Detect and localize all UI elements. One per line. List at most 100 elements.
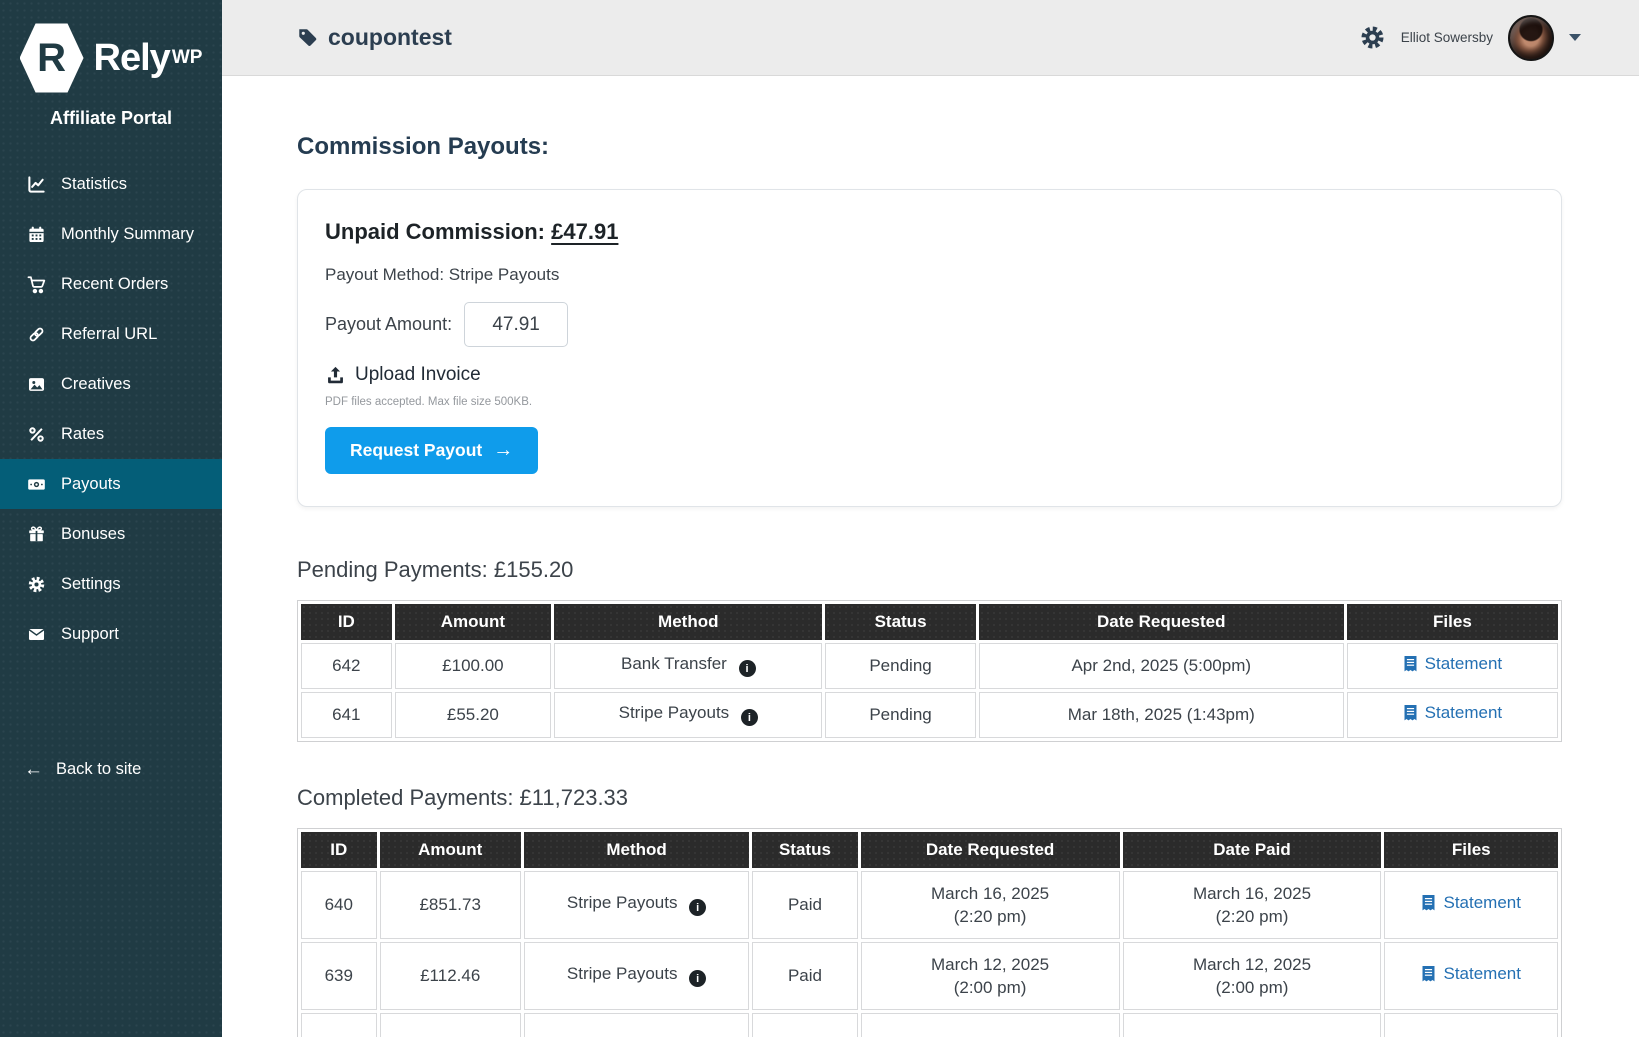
sidebar-menu: Statistics Monthly Summary Recent Orders Re… (0, 159, 222, 659)
back-to-site-link[interactable]: ← Back to site (24, 760, 141, 779)
sidebar-item-settings[interactable]: Settings (0, 559, 222, 609)
cell-date-paid: March 12, 2025 (2:00 pm) (1122, 941, 1382, 1010)
sidebar-item-label: Referral URL (61, 324, 158, 343)
cell-id: 642 (301, 642, 392, 689)
info-icon[interactable]: i (689, 899, 707, 917)
sidebar-item-creatives[interactable]: Creatives (0, 359, 222, 409)
cell-amount: £851.73 (379, 870, 521, 939)
completed-payments-heading: Completed Payments: £11,723.33 (297, 784, 629, 810)
affiliate-portal-subtitle: Affiliate Portal (49, 108, 173, 128)
chevron-down-icon[interactable] (1569, 34, 1581, 41)
column-header-files: Files (1346, 603, 1558, 640)
receipt-icon (1403, 704, 1418, 722)
cell-status: Pending (825, 642, 976, 689)
cell-amount: £55.20 (394, 691, 552, 738)
percent-icon (27, 425, 46, 444)
relywp-hexagon-logo-icon: R (19, 23, 84, 93)
statement-link[interactable]: Statement (1421, 964, 1521, 984)
statement-label: Statement (1443, 892, 1521, 912)
statement-link[interactable]: Statement (1403, 702, 1503, 723)
receipt-icon (1421, 894, 1436, 912)
pending-payments-heading: Pending Payments: £155.20 (297, 556, 574, 582)
cart-icon (27, 275, 46, 294)
cell-files: Statement (1384, 941, 1558, 1010)
upload-invoice-label: Upload Invoice (355, 364, 481, 385)
brand-name: Rely (93, 36, 171, 79)
relywp-logo: R Rely WP (0, 0, 222, 94)
images-icon (27, 375, 46, 394)
settings-gear-icon[interactable] (1359, 24, 1386, 51)
sidebar-item-rates[interactable]: Rates (0, 409, 222, 459)
cell-files: Statement (1346, 642, 1558, 689)
completed-payments-table: ID Amount Method Status Date Requested Date P… (297, 827, 1562, 1037)
cell-status: Pending (825, 691, 976, 738)
cell-id: 641 (301, 691, 392, 738)
cell-date-requested: March 16, 2025 (2:20 pm) (860, 870, 1120, 939)
statement-link[interactable]: Statement (1403, 654, 1502, 674)
info-icon[interactable]: i (740, 709, 758, 727)
main-content: Commission Payouts: Unpaid Commission: £… (222, 76, 1639, 1037)
cell-id: 640 (301, 870, 377, 939)
column-header-status: Status (752, 831, 858, 868)
info-icon[interactable]: i (689, 970, 707, 988)
app-header: coupontest Elliot Sowersby (222, 0, 1639, 76)
avatar[interactable] (1508, 14, 1554, 61)
cell-date-paid: March 16, 2025 (2:20 pm) (1122, 870, 1382, 939)
statement-label: Statement (1443, 963, 1521, 983)
unpaid-commission-label: Unpaid Commission: (325, 219, 546, 244)
link-icon (27, 325, 46, 344)
sidebar-item-label: Recent Orders (61, 274, 169, 293)
pending-payments-table: ID Amount Method Status Date Requested Files 6… (297, 599, 1562, 742)
table-header-row: ID Amount Method Status Date Requested Date P… (301, 831, 1558, 868)
request-payout-button[interactable]: Request Payout → (325, 426, 539, 474)
envelope-icon (27, 625, 46, 644)
table-row: 642 £100.00 Bank Transfer i Pending Apr 2nd,… (301, 642, 1558, 689)
column-header-id: ID (301, 831, 377, 868)
payout-method-text: Payout Method: Stripe Payouts (325, 265, 560, 284)
arrow-right-icon: → (493, 439, 514, 461)
table-row: 641 £55.20 Stripe Payouts i Pending Mar 18th… (301, 691, 1558, 738)
sidebar-item-bonuses[interactable]: Bonuses (0, 509, 222, 559)
column-header-method: Method (523, 831, 750, 868)
upload-invoice-button[interactable]: Upload Invoice (325, 364, 481, 386)
cell-status: Paid (752, 941, 858, 1010)
sidebar-item-label: Monthly Summary (61, 224, 194, 243)
sidebar-item-label: Payouts (61, 474, 121, 493)
sidebar-item-monthly-summary[interactable]: Monthly Summary (0, 209, 222, 259)
info-icon[interactable]: i (738, 660, 756, 678)
table-row: December 11, 2024December 12, 2024 (301, 1012, 1558, 1037)
tag-icon (299, 29, 317, 46)
cell-method: Bank Transfer i (554, 642, 823, 689)
cell-amount: £112.46 (379, 941, 521, 1010)
money-icon (27, 475, 46, 494)
sidebar-item-support[interactable]: Support (0, 609, 222, 659)
gear-icon (27, 575, 46, 594)
column-header-method: Method (554, 603, 823, 640)
calendar-icon (27, 225, 46, 244)
sidebar-item-referral-url[interactable]: Referral URL (0, 309, 222, 359)
column-header-date-requested: Date Requested (860, 831, 1120, 868)
column-header-id: ID (301, 603, 392, 640)
cell-files: Statement (1346, 691, 1558, 738)
cell-files (1384, 1012, 1558, 1037)
header-title-text: coupontest (328, 24, 452, 50)
left-arrow-icon: ← (24, 759, 43, 780)
statement-label: Statement (1424, 702, 1503, 722)
cell-id: 639 (301, 941, 377, 1010)
column-header-date-paid: Date Paid (1122, 831, 1382, 868)
cell-date-paid: December 12, 2024 (1122, 1012, 1382, 1037)
header-title: coupontest (297, 24, 452, 51)
payout-amount-input[interactable] (464, 302, 569, 347)
statement-link[interactable]: Statement (1421, 893, 1521, 913)
cell-amount: £100.00 (394, 642, 552, 689)
sidebar-item-payouts[interactable]: Payouts (0, 459, 222, 509)
cell-method: Stripe Payouts i (523, 941, 750, 1010)
cell-status: Paid (752, 870, 858, 939)
sidebar-item-recent-orders[interactable]: Recent Orders (0, 259, 222, 309)
cell-status (752, 1012, 858, 1037)
cell-id (301, 1012, 377, 1037)
sidebar-item-statistics[interactable]: Statistics (0, 159, 222, 209)
chart-line-icon (27, 175, 46, 194)
cell-date-requested: Mar 18th, 2025 (1:43pm) (978, 691, 1344, 738)
table-header-row: ID Amount Method Status Date Requested Files (301, 603, 1558, 640)
